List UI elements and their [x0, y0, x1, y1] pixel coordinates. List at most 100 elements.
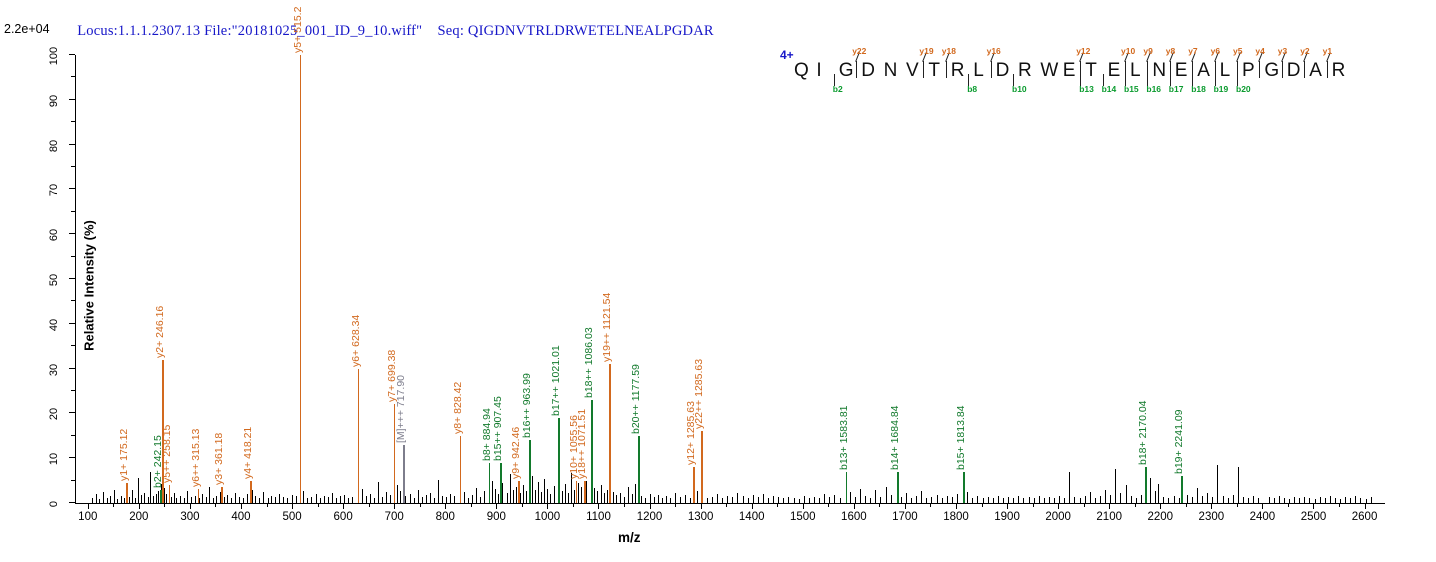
- spectrum-peak: [936, 494, 938, 503]
- spectrum-peak: [150, 471, 152, 503]
- x-axis-tick: [496, 503, 498, 509]
- spectrum-peak: [219, 492, 221, 503]
- y-axis-minor-tick: [71, 345, 75, 347]
- spectrum-peak: [567, 493, 569, 503]
- annotated-peak[interactable]: [1144, 467, 1147, 503]
- y-axis-tick: [69, 457, 75, 459]
- spectrum-peak: [1309, 497, 1311, 503]
- annotated-peak[interactable]: [299, 55, 302, 503]
- annotated-peak[interactable]: [393, 404, 396, 503]
- x-axis-minor-tick: [726, 503, 728, 507]
- x-axis-minor-tick: [675, 503, 677, 507]
- x-axis-tick: [138, 503, 140, 509]
- peptide-residue: V: [906, 60, 919, 81]
- spectrum-peak: [606, 489, 608, 503]
- spectrum-peak: [492, 480, 494, 503]
- x-axis-minor-tick: [1083, 503, 1085, 507]
- peak-label: y2+ 246.16: [154, 305, 167, 358]
- spectrum-peak: [690, 497, 692, 503]
- annotated-peak[interactable]: [529, 440, 531, 503]
- b-ion-cleavage-mark: [1102, 74, 1104, 86]
- x-axis-tick: [853, 503, 855, 509]
- spectrum-peak: [819, 498, 821, 503]
- spectrum-peak: [267, 498, 269, 503]
- x-axis-tick-label: 1200: [636, 511, 663, 523]
- annotated-peak[interactable]: [459, 435, 462, 503]
- x-axis-tick-label: 1500: [789, 511, 816, 523]
- annotated-peak[interactable]: [700, 431, 703, 503]
- annotated-peak[interactable]: [845, 471, 848, 503]
- spectrum-peak: [641, 495, 643, 503]
- peak-label: b18+ 2170.04: [1136, 400, 1149, 466]
- b-ion-label: b13: [1079, 84, 1094, 94]
- spectrum-peak: [669, 498, 671, 503]
- spectrum-peak: [1013, 497, 1015, 503]
- annotated-peak[interactable]: [500, 462, 502, 503]
- spectrum-peak: [762, 494, 764, 503]
- spectrum-peak: [1043, 498, 1045, 503]
- spectrum-peak: [1283, 497, 1285, 503]
- spectrum-peak: [661, 497, 663, 503]
- spectrum-peak: [409, 494, 411, 503]
- y-ion-label: y9: [1143, 46, 1153, 56]
- annotated-peak[interactable]: [638, 435, 640, 503]
- spectrum-peak: [381, 496, 383, 503]
- y-axis-minor-tick: [71, 434, 75, 436]
- annotated-peak[interactable]: [558, 417, 560, 503]
- spectrum-peak: [155, 494, 157, 503]
- spectrum-peak: [1365, 498, 1367, 503]
- annotated-peak[interactable]: [250, 480, 252, 503]
- y-axis-tick-label: 10: [48, 453, 60, 466]
- spectrum-peak: [1222, 495, 1224, 503]
- spectrum-peak: [635, 484, 637, 503]
- annotated-peak[interactable]: [575, 480, 578, 503]
- spectrum-peak: [117, 498, 119, 503]
- y-ion-label: y18: [941, 46, 956, 56]
- peptide-residue: R: [1018, 60, 1032, 81]
- annotated-peak[interactable]: [518, 480, 520, 503]
- peak-label: b15+ 1813.84: [955, 405, 968, 470]
- x-axis-tick: [1160, 503, 1162, 509]
- x-axis-minor-tick: [317, 503, 319, 507]
- annotated-peak[interactable]: [1181, 476, 1183, 503]
- y-ion-cleavage-mark: [1281, 61, 1283, 78]
- spectrum-peak: [1288, 498, 1290, 503]
- spectrum-peak: [951, 497, 953, 503]
- annotated-peak[interactable]: [897, 471, 899, 503]
- annotated-peak[interactable]: [488, 462, 491, 503]
- annotated-peak[interactable]: [583, 480, 586, 503]
- annotated-peak[interactable]: [403, 444, 405, 503]
- b-ion-cleavage-mark: [1169, 74, 1171, 86]
- annotated-peak[interactable]: [197, 488, 200, 503]
- annotated-peak[interactable]: [160, 489, 162, 503]
- annotated-peak[interactable]: [591, 399, 593, 503]
- spectrum-peak: [335, 497, 337, 503]
- spectrum-peak: [742, 496, 744, 503]
- peptide-residue: E: [1062, 60, 1076, 81]
- peak-label: y5+ 515.2: [291, 6, 304, 53]
- annotated-peak[interactable]: [162, 359, 164, 503]
- annotated-peak[interactable]: [168, 485, 171, 503]
- annotated-peak[interactable]: [609, 364, 612, 503]
- spectrum-peak: [425, 494, 427, 503]
- b-ion-cleavage-mark: [1013, 74, 1014, 86]
- spectrum-peak: [251, 489, 253, 503]
- spectrum-peak: [344, 494, 346, 503]
- annotated-peak[interactable]: [693, 467, 695, 503]
- annotated-peak[interactable]: [357, 368, 360, 503]
- spectrum-peak: [628, 486, 630, 503]
- y-axis-line: 0 10 20 30 40 50 60 70 80 90 100: [48, 47, 76, 507]
- spectrum-peak: [1350, 498, 1352, 503]
- spectrum-peak: [480, 496, 481, 503]
- x-axis-minor-tick: [981, 503, 983, 507]
- peptide-residue: L: [973, 60, 984, 81]
- spectrum-peak: [1079, 497, 1081, 503]
- b-ion-label: b15: [1124, 84, 1139, 94]
- annotated-peak[interactable]: [221, 487, 223, 503]
- spectrum-peak: [1084, 495, 1086, 503]
- annotated-peak[interactable]: [963, 471, 965, 503]
- spectrum-peak: [287, 498, 289, 503]
- annotated-peak[interactable]: [126, 482, 128, 503]
- y-ion-cleavage-mark: [1125, 61, 1126, 78]
- spectrum-peak: [390, 494, 392, 503]
